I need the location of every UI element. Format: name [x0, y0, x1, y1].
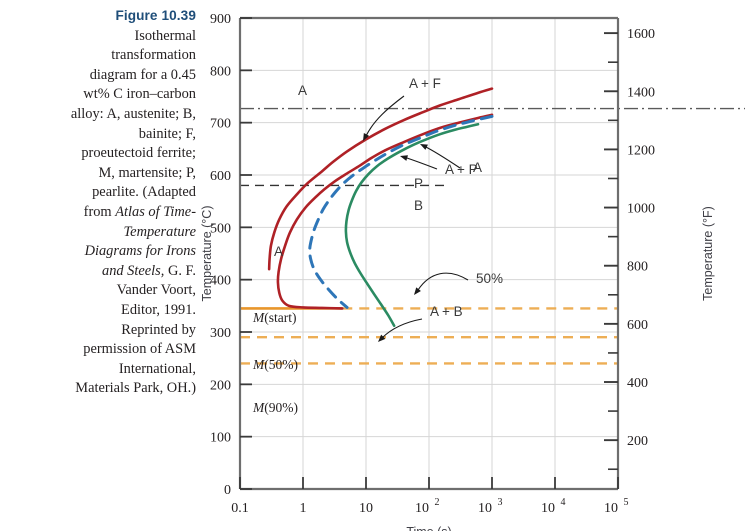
curve-2 — [308, 114, 494, 309]
y-tick-label-right: 200 — [627, 434, 648, 449]
caption-line-19: Materials Park, OH.) — [75, 380, 196, 397]
arrow-a-right-head — [420, 144, 428, 150]
arrow-a-plus-p-head — [400, 155, 408, 161]
label-a-plus-f: A + F — [409, 76, 441, 91]
label-b: B — [414, 198, 423, 213]
y-axis-title-right: Temperature (°F) — [701, 206, 715, 301]
y-tick-label-left: 0 — [224, 483, 231, 498]
y-tick-label-left: 900 — [210, 12, 231, 27]
caption-line-10-plain: from — [83, 203, 116, 220]
y-tick-label-right: 1000 — [627, 202, 655, 217]
reference-lines-layer — [240, 107, 745, 365]
arrow-a-plus-f-head — [363, 133, 370, 141]
caption-line-13-italic: and Steels, — [102, 262, 165, 279]
arrow-a-plus-f — [365, 95, 405, 137]
y-axis-title-left: Temperature (°C) — [200, 206, 214, 302]
caption-line-3: diagram for a 0.45 — [89, 66, 196, 83]
x-tick-label-exponent: 4 — [561, 497, 566, 508]
arrow-a-right — [423, 145, 461, 169]
caption-line-6: bainite; F, — [138, 125, 196, 142]
y-tick-label-left: 800 — [210, 64, 231, 79]
figure-caption: Figure 10.39 Isothermal transformation d… — [4, 6, 196, 399]
arrow-a-plus-p — [403, 156, 438, 170]
label-p: P — [414, 176, 423, 191]
y-tick-label-left: 300 — [210, 326, 231, 341]
figure-number: Figure 10.39 — [115, 8, 196, 23]
y-tick-label-right: 800 — [627, 260, 648, 275]
arrow-a-plus-b — [381, 318, 423, 339]
y-tick-label-right: 600 — [627, 318, 648, 333]
label-m-90: M(90%) — [252, 400, 298, 415]
label-a-plus-b: A + B — [430, 304, 463, 319]
x-tick-label: 0.1 — [231, 501, 249, 516]
x-tick-label: 10 — [415, 501, 429, 516]
tick-labels-layer: 0 100 200 300 400 500 600 700 800 900 200 400 600 800… — [210, 12, 655, 516]
label-a-right: A — [473, 160, 482, 175]
x-axis-title: Time (s) — [406, 525, 451, 531]
grid-layer — [239, 18, 619, 489]
curve-0 — [267, 87, 494, 271]
caption-line-11: Temperature — [123, 223, 197, 240]
curves-layer — [267, 87, 494, 328]
x-tick-label-exponent: 2 — [435, 497, 440, 508]
caption-line-14: Vander Voort, — [116, 282, 196, 299]
arrow-50-head — [414, 287, 421, 295]
caption-line-1: Isothermal — [134, 27, 196, 44]
caption-line-9: pearlite. (Adapted — [92, 184, 196, 201]
y-tick-label-left: 600 — [210, 169, 231, 184]
x-tick-label-exponent: 3 — [498, 497, 503, 508]
curve-1 — [276, 113, 494, 310]
caption-line-7: proeutectoid ferrite; — [81, 145, 196, 162]
caption-line-5: alloy: A, austenite; B, — [70, 105, 196, 122]
x-tick-label: 10 — [541, 501, 555, 516]
arrow-a-plus-b-head — [378, 334, 386, 342]
caption-line-18: International, — [118, 360, 196, 377]
y-tick-label-left: 200 — [210, 378, 231, 393]
caption-line-17: permission of ASM — [83, 341, 196, 358]
label-a-left: A — [274, 244, 283, 259]
x-tick-label: 10 — [604, 501, 618, 516]
caption-line-13-plain: G. F. — [164, 262, 196, 279]
caption-line-4: wt% C iron–carbon — [83, 86, 196, 103]
y-tick-label-left: 100 — [210, 431, 231, 446]
caption-line-15: Editor, 1991. — [121, 301, 196, 318]
x-tick-label: 10 — [359, 501, 373, 516]
y-tick-label-left: 500 — [210, 221, 231, 236]
caption-line-16: Reprinted by — [121, 321, 196, 338]
y-tick-label-right: 400 — [627, 376, 648, 391]
curve-3 — [344, 122, 480, 328]
y-tick-label-left: 700 — [210, 117, 231, 132]
y-tick-label-left: 400 — [210, 274, 231, 289]
x-tick-label-exponent: 5 — [624, 497, 629, 508]
plot-annotations-layer: A A A A + F A + P A + B PB 50% M(start) M(50%) M(9… — [252, 76, 503, 415]
label-m-50: M(50%) — [252, 357, 298, 372]
y-tick-label-right: 1400 — [627, 85, 655, 100]
label-50-percent: 50% — [476, 271, 503, 286]
label-m-start: M(start) — [252, 310, 296, 325]
axes-layer — [238, 16, 620, 491]
axis-titles-layer: Temperature (°C) Temperature (°F) Time (s) — [200, 206, 715, 531]
y-tick-label-right: 1600 — [627, 27, 655, 42]
caption-line-12: Diagrams for Irons — [84, 243, 196, 260]
label-a-top: A — [298, 83, 307, 98]
caption-line-10-italic: Atlas of Time- — [115, 203, 196, 220]
x-tick-label: 10 — [478, 501, 492, 516]
label-a-plus-p: A + P — [445, 162, 478, 177]
caption-line-2: transformation — [111, 47, 196, 64]
annotation-arrows-layer — [363, 95, 469, 342]
x-tick-label: 1 — [300, 501, 307, 516]
arrow-50 — [417, 272, 469, 291]
y-tick-label-right: 1200 — [627, 143, 655, 158]
caption-line-8: M, martensite; P, — [98, 164, 196, 181]
